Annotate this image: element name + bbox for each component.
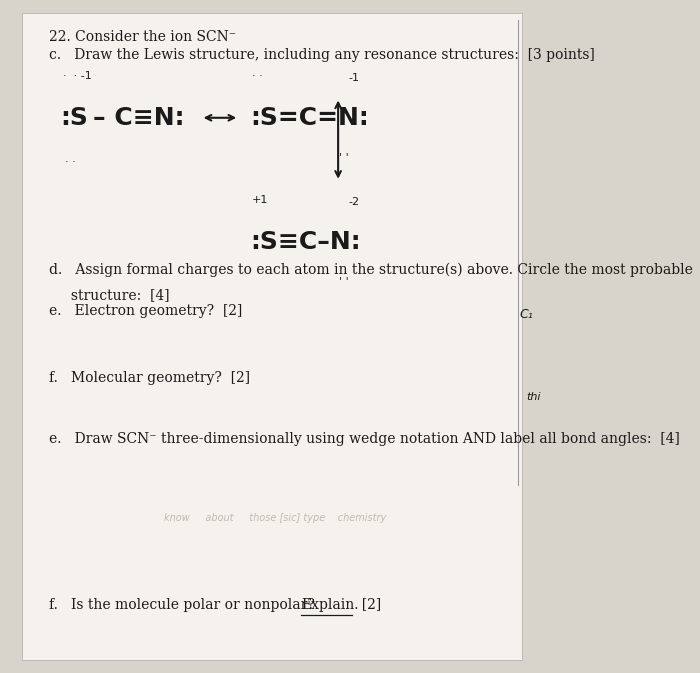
Text: e.   Draw SCN⁻ three-dimensionally using wedge notation AND label all bond angle: e. Draw SCN⁻ three-dimensionally using w… [50,432,680,446]
Text: 22. Consider the ion SCN⁻: 22. Consider the ion SCN⁻ [50,30,237,44]
Text: [2]: [2] [353,598,382,612]
Text: c.   Draw the Lewis structure, including any resonance structures:  [3 points]: c. Draw the Lewis structure, including a… [50,48,596,63]
FancyBboxPatch shape [22,13,522,660]
Text: C₁: C₁ [519,308,533,320]
Text: f.   Is the molecule polar or nonpolar?: f. Is the molecule polar or nonpolar? [50,598,324,612]
Text: know     about     those [sic] type    chemistry: know about those [sic] type chemistry [164,513,386,523]
Text: · ·: · · [252,71,262,81]
Text: ' ': ' ' [340,153,349,163]
Text: :S: :S [60,106,88,130]
Text: d.   Assign formal charges to each atom in the structure(s) above. Circle the mo: d. Assign formal charges to each atom in… [50,262,694,277]
Text: thi: thi [526,392,541,402]
Text: :S≡C–N:: :S≡C–N: [250,230,360,254]
Text: ' ': ' ' [340,277,349,287]
Text: structure:  [4]: structure: [4] [50,288,170,302]
Text: e.   Electron geometry?  [2]: e. Electron geometry? [2] [50,304,243,318]
Text: :S=C=N:: :S=C=N: [250,106,369,130]
Text: -1: -1 [348,73,359,83]
Text: -2: -2 [348,197,359,207]
Text: – C≡N:: – C≡N: [94,106,185,130]
Text: · ·: · · [65,157,76,167]
Text: ·  · -1: · · -1 [63,71,92,81]
Text: Explain.: Explain. [301,598,359,612]
Text: f.   Molecular geometry?  [2]: f. Molecular geometry? [2] [50,371,251,386]
Text: +1: +1 [252,195,268,205]
